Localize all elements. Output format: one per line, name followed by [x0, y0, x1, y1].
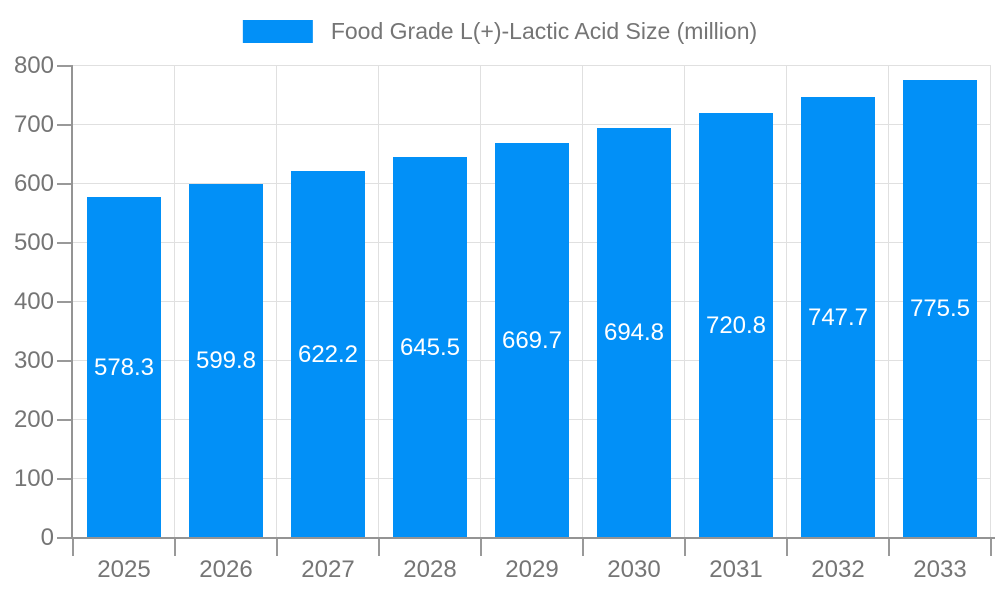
y-axis-label: 800 — [13, 52, 54, 79]
x-axis-tick — [684, 538, 686, 556]
h-gridline — [73, 124, 991, 125]
y-axis-tick — [57, 360, 73, 362]
bar-2032[interactable] — [801, 97, 875, 538]
v-gridline — [786, 66, 787, 538]
v-gridline — [480, 66, 481, 538]
y-axis-label: 100 — [13, 465, 54, 492]
y-axis-label: 300 — [13, 347, 54, 374]
legend[interactable]: Food Grade L(+)-Lactic Acid Size (millio… — [242, 18, 758, 45]
y-axis-tick — [57, 124, 73, 126]
x-axis-tick — [276, 538, 278, 556]
v-gridline — [378, 66, 379, 538]
v-gridline — [174, 66, 175, 538]
bar-2033[interactable] — [903, 80, 977, 538]
v-gridline — [582, 66, 583, 538]
legend-label: Food Grade L(+)-Lactic Acid Size (millio… — [330, 18, 758, 44]
x-axis-label: 2032 — [811, 556, 865, 583]
x-axis-label: 2027 — [301, 556, 355, 583]
y-axis-tick — [57, 183, 73, 185]
v-gridline — [888, 66, 889, 538]
x-axis-tick — [786, 538, 788, 556]
y-axis-label: 600 — [13, 170, 54, 197]
v-gridline — [276, 66, 277, 538]
x-axis-label: 2031 — [709, 556, 763, 583]
y-axis-label: 400 — [13, 288, 54, 315]
y-axis-label: 500 — [13, 229, 54, 256]
y-axis-tick — [57, 419, 73, 421]
v-gridline — [684, 66, 685, 538]
bar-2026[interactable] — [189, 184, 263, 538]
bar-2027[interactable] — [291, 171, 365, 538]
bar-2031[interactable] — [699, 113, 773, 538]
x-axis-tick — [480, 538, 482, 556]
y-axis-tick — [57, 65, 73, 67]
bar-2030[interactable] — [597, 128, 671, 538]
bar-2025[interactable] — [87, 197, 161, 538]
y-axis-label: 200 — [13, 406, 54, 433]
x-axis-label: 2033 — [913, 556, 967, 583]
h-gridline — [73, 65, 991, 66]
x-axis-line — [71, 537, 995, 539]
x-axis-label: 2028 — [403, 556, 457, 583]
y-axis-tick — [57, 301, 73, 303]
x-axis-label: 2029 — [505, 556, 559, 583]
legend-swatch — [242, 20, 313, 43]
x-axis-tick — [990, 538, 992, 556]
y-axis-tick — [57, 242, 73, 244]
x-axis-tick — [888, 538, 890, 556]
bar-2028[interactable] — [393, 157, 467, 538]
x-axis-label: 2025 — [97, 556, 151, 583]
x-axis-tick — [174, 538, 176, 556]
y-axis-label: 0 — [40, 524, 54, 551]
x-axis-tick — [72, 538, 74, 556]
x-axis-label: 2030 — [607, 556, 661, 583]
y-axis-label: 700 — [13, 111, 54, 138]
x-axis-tick — [378, 538, 380, 556]
y-axis-tick — [57, 478, 73, 480]
y-axis-tick — [57, 537, 73, 539]
y-axis-line — [71, 66, 73, 538]
x-axis-tick — [582, 538, 584, 556]
v-gridline — [990, 66, 991, 538]
x-axis-label: 2026 — [199, 556, 253, 583]
bar-2029[interactable] — [495, 143, 569, 538]
